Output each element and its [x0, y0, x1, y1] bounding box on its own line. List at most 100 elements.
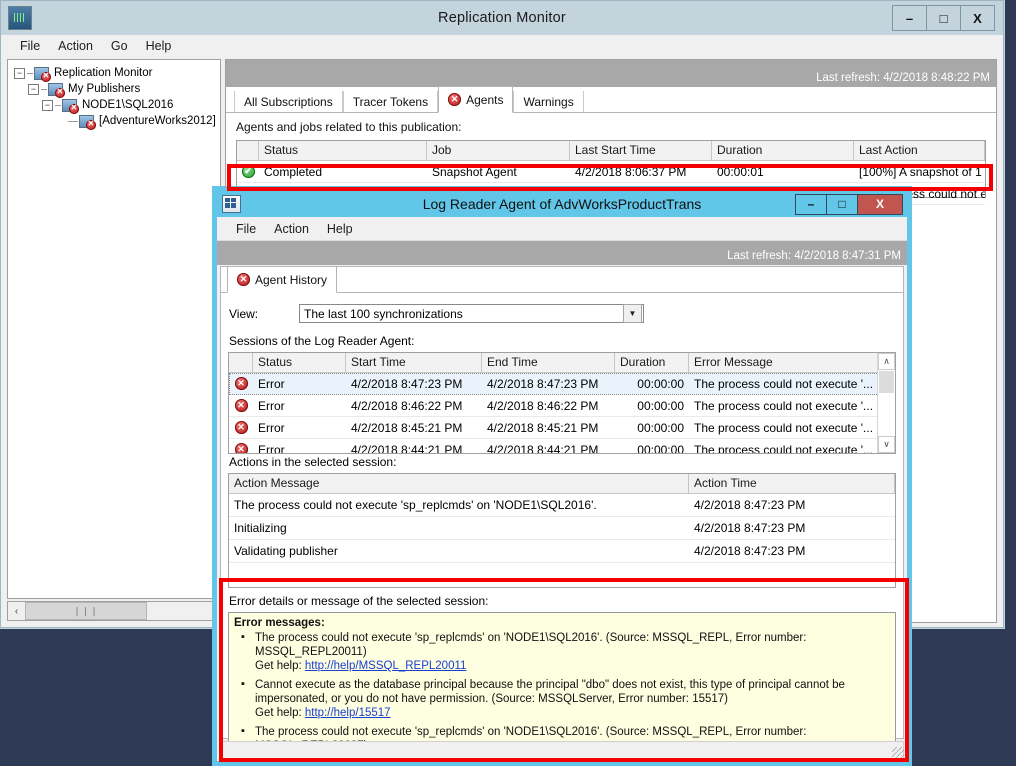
sessions-caption: Sessions of the Log Reader Agent:	[229, 334, 415, 348]
cell-status: Error	[258, 442, 285, 454]
actions-grid-header: Action Message Action Time	[229, 474, 895, 494]
scroll-down-icon[interactable]: ∨	[878, 436, 895, 453]
tree-item-my-publishers[interactable]: − My Publishers	[14, 81, 220, 98]
child-window-title: Log Reader Agent of AdvWorksProductTrans	[422, 196, 702, 212]
col-end-time[interactable]: End Time	[482, 353, 615, 372]
cell-end-time: 4/2/2018 8:47:23 PM	[487, 376, 599, 391]
tree-item-label: My Publishers	[68, 83, 141, 95]
tree-item-replication-monitor[interactable]: − Replication Monitor	[14, 65, 220, 82]
col-error-message[interactable]: Error Message	[689, 353, 878, 372]
get-help-label: Get help:	[255, 707, 305, 719]
error-messages-heading: Error messages:	[234, 617, 325, 629]
menu-go[interactable]: Go	[110, 39, 128, 53]
tree-horizontal-scrollbar[interactable]: ‹ ❘❘❘	[7, 601, 221, 621]
tab-agent-history[interactable]: Agent History	[227, 266, 338, 293]
cell-end-time: 4/2/2018 8:45:21 PM	[487, 420, 599, 435]
cell-start-time: 4/2/2018 8:46:22 PM	[351, 398, 463, 413]
actions-grid[interactable]: Action Message Action Time The process c…	[228, 473, 896, 588]
col-action-time[interactable]: Action Time	[689, 474, 895, 493]
col-start-time[interactable]: Start Time	[346, 353, 482, 372]
scrollbar-thumb[interactable]	[879, 371, 894, 393]
agents-grid-header: Status Job Last Start Time Duration Last…	[237, 141, 985, 161]
sessions-grid[interactable]: Status Start Time End Time Duration Erro…	[228, 352, 896, 454]
col-status[interactable]: Status	[259, 141, 427, 160]
publisher-error-icon	[62, 98, 79, 114]
menu-file[interactable]: File	[20, 39, 41, 53]
menu-help[interactable]: Help	[145, 39, 172, 53]
status-icon-cell	[229, 421, 253, 434]
child-maximize-button[interactable]: □	[826, 193, 858, 215]
tab-label: Warnings	[523, 94, 574, 109]
tab-agents[interactable]: Agents	[438, 86, 514, 113]
cell-start-time: 4/2/2018 8:47:23 PM	[351, 376, 463, 391]
error-details-caption: Error details or message of the selected…	[229, 594, 489, 608]
error-details-panel[interactable]: Error messages: The process could not ex…	[228, 612, 896, 758]
child-titlebar: Log Reader Agent of AdvWorksProductTrans…	[217, 191, 907, 217]
cell-action-time: 4/2/2018 8:47:23 PM	[694, 544, 806, 558]
col-icon[interactable]	[229, 353, 253, 372]
sessions-vertical-scrollbar[interactable]: ∧ ∨	[877, 353, 895, 453]
col-last-start-time[interactable]: Last Start Time	[570, 141, 712, 160]
status-icon-cell	[229, 399, 253, 412]
scroll-left-icon[interactable]: ‹	[8, 603, 25, 619]
scrollbar-thumb[interactable]: ❘❘❘	[25, 602, 147, 620]
child-minimize-button[interactable]: –	[795, 193, 827, 215]
log-reader-agent-window: Log Reader Agent of AdvWorksProductTrans…	[212, 186, 912, 766]
cell-action-message: The process could not execute 'sp_replcm…	[234, 498, 597, 512]
table-row[interactable]: Error 4/2/2018 8:46:22 PM 4/2/2018 8:46:…	[229, 395, 895, 417]
child-close-button[interactable]: X	[857, 193, 903, 215]
table-row[interactable]: Completed Snapshot Agent 4/2/2018 8:06:3…	[237, 161, 985, 183]
error-messages-list: The process could not execute 'sp_replcm…	[229, 630, 895, 757]
table-row[interactable]: Validating publisher 4/2/2018 8:47:23 PM	[229, 540, 895, 563]
view-label: View:	[229, 306, 259, 321]
table-row[interactable]: Initializing 4/2/2018 8:47:23 PM	[229, 517, 895, 540]
tab-label: Agents	[466, 92, 504, 107]
menu-action[interactable]: Action	[58, 39, 93, 53]
main-menubar: File Action Go Help	[1, 35, 1003, 58]
close-button[interactable]: X	[960, 5, 995, 31]
child-menu-help[interactable]: Help	[326, 221, 353, 236]
cell-action-message: Validating publisher	[234, 544, 338, 558]
table-row[interactable]: Error 4/2/2018 8:47:23 PM 4/2/2018 8:47:…	[229, 373, 895, 395]
col-action-message[interactable]: Action Message	[229, 474, 689, 493]
col-last-action[interactable]: Last Action	[854, 141, 985, 160]
minimize-button[interactable]: –	[892, 5, 927, 31]
col-status[interactable]: Status	[253, 353, 346, 372]
tab-all-subscriptions[interactable]: All Subscriptions	[234, 91, 343, 112]
agent-window-icon	[222, 195, 241, 213]
expander-icon[interactable]: −	[28, 83, 39, 95]
col-duration[interactable]: Duration	[712, 141, 854, 160]
cell-action-message: Initializing	[234, 521, 287, 535]
child-menu-action[interactable]: Action	[274, 221, 309, 236]
error-icon	[234, 399, 248, 412]
table-row[interactable]: The process could not execute 'sp_replcm…	[229, 494, 895, 517]
error-icon	[448, 93, 462, 106]
chevron-down-icon[interactable]: ▼	[623, 304, 642, 323]
resize-grip[interactable]	[892, 747, 904, 759]
tab-warnings[interactable]: Warnings	[513, 91, 584, 112]
col-job[interactable]: Job	[427, 141, 570, 160]
tree-item-label: Replication Monitor	[54, 67, 153, 79]
col-icon[interactable]	[237, 141, 259, 160]
error-message-text: Cannot execute as the database principal…	[255, 679, 845, 705]
maximize-button[interactable]: □	[926, 5, 961, 31]
table-row[interactable]: Error 4/2/2018 8:45:21 PM 4/2/2018 8:45:…	[229, 417, 895, 439]
tree-item-adventureworks2012[interactable]: [AdventureWorks2012]	[14, 113, 220, 130]
tree-item-node1-sql2016[interactable]: − NODE1\SQL2016	[14, 97, 220, 114]
expander-icon[interactable]: −	[14, 67, 25, 79]
help-link[interactable]: http://help/MSSQL_REPL20011	[304, 660, 467, 672]
child-menu-file[interactable]: File	[236, 221, 257, 236]
cell-start-time: 4/2/2018 8:44:21 PM	[351, 442, 463, 454]
view-dropdown[interactable]: The last 100 synchronizations ▼	[299, 304, 644, 323]
child-last-refresh: Last refresh: 4/2/2018 8:47:31 PM	[217, 241, 907, 265]
scroll-up-icon[interactable]: ∧	[878, 353, 895, 370]
cell-duration: 00:00:00	[637, 420, 684, 435]
help-link[interactable]: http://help/15517	[304, 707, 391, 719]
expander-icon[interactable]: −	[42, 99, 53, 111]
error-icon	[234, 421, 248, 434]
tab-tracer-tokens[interactable]: Tracer Tokens	[342, 91, 439, 112]
col-duration[interactable]: Duration	[615, 353, 689, 372]
navigation-tree[interactable]: − Replication Monitor − My Publishers − …	[7, 59, 221, 599]
agents-caption: Agents and jobs related to this publicat…	[236, 120, 462, 134]
table-row[interactable]: Error 4/2/2018 8:44:21 PM 4/2/2018 8:44:…	[229, 439, 895, 454]
